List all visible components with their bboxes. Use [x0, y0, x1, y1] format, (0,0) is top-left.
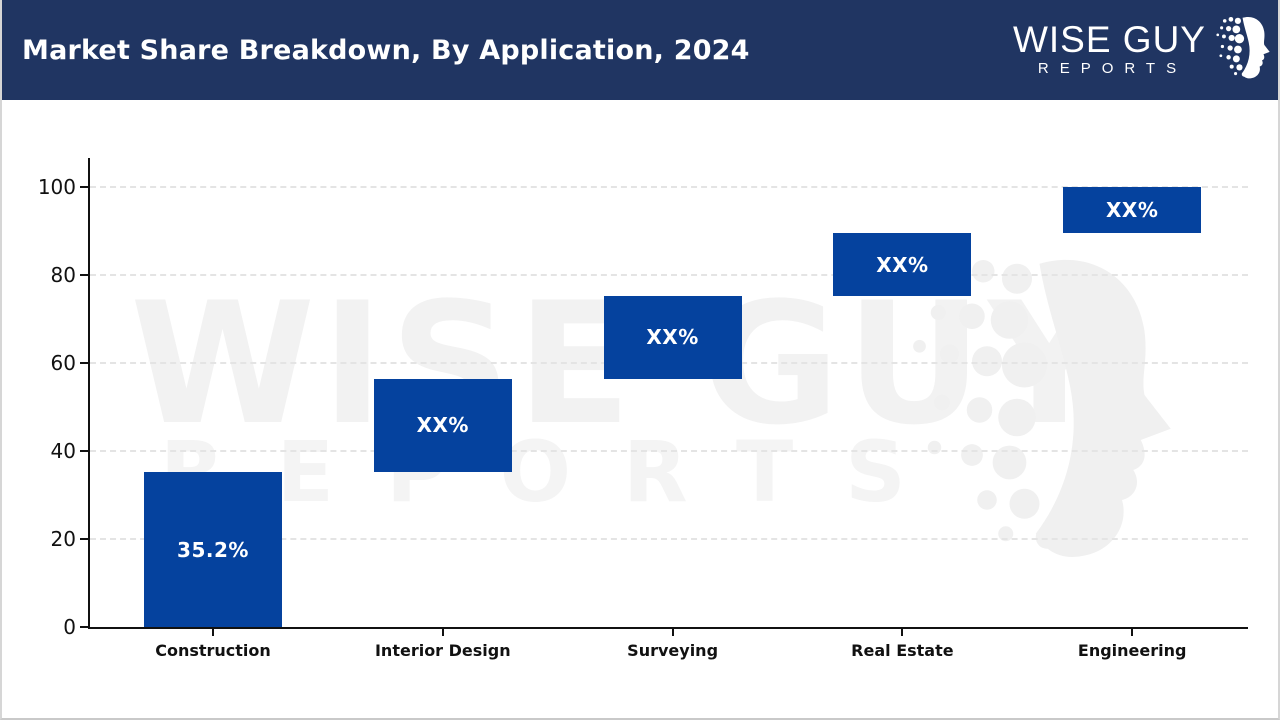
x-tick-surveying — [671, 629, 674, 636]
bar-interior-design: XX% — [373, 378, 512, 473]
logo-wordmark: WISE GUY — [1012, 18, 1206, 60]
y-tick-label-60: 60 — [50, 351, 76, 375]
x-tick-real-estate — [901, 629, 904, 636]
y-tick-label-0: 0 — [63, 615, 76, 639]
logo-head-profile-icon — [1216, 16, 1270, 79]
y-tick-60 — [80, 362, 90, 364]
page-title: Market Share Breakdown, By Application, … — [22, 34, 750, 66]
y-axis-line — [88, 158, 90, 629]
header-bar: Market Share Breakdown, By Application, … — [2, 0, 1278, 100]
bar-value-label-construction: 35.2% — [177, 537, 249, 562]
category-label-engineering: Engineering — [1077, 641, 1187, 660]
category-label-real-estate: Real Estate — [851, 641, 954, 660]
x-tick-engineering — [1131, 629, 1134, 636]
watermark-head-profile-icon — [913, 259, 1171, 557]
y-tick-label-100: 100 — [37, 175, 76, 199]
waterfall-chart: WISE GUY REPORTS 0 20 40 60 80 100 35.2% Constr… — [2, 100, 1278, 718]
x-tick-interior-design — [441, 629, 444, 636]
category-label-surveying: Surveying — [627, 641, 719, 660]
y-tick-label-80: 80 — [50, 263, 76, 287]
bar-real-estate: XX% — [833, 233, 972, 297]
gridline-40 — [90, 450, 1248, 452]
y-tick-label-40: 40 — [50, 439, 76, 463]
category-label-construction: Construction — [155, 641, 271, 660]
watermark-subtitle: REPORTS — [160, 423, 958, 521]
y-tick-80 — [80, 274, 90, 276]
x-axis-line — [88, 627, 1248, 629]
logo-text: WISE GUY REPORTS — [1013, 21, 1206, 76]
y-tick-0 — [80, 626, 90, 628]
gridline-80 — [90, 274, 1248, 276]
y-tick-label-20: 20 — [50, 527, 76, 551]
y-tick-40 — [80, 450, 90, 452]
y-tick-100 — [80, 186, 90, 188]
bar-engineering: XX% — [1063, 187, 1202, 234]
wise-guy-reports-logo: WISE GUY REPORTS — [1013, 6, 1272, 90]
x-tick-construction — [212, 629, 214, 636]
gridline-20 — [90, 538, 1248, 540]
bar-surveying: XX% — [603, 296, 742, 379]
gridline-100 — [90, 186, 1248, 188]
bar-value-label-surveying: XX% — [646, 325, 699, 350]
category-label-interior-design: Interior Design — [374, 641, 511, 660]
y-tick-20 — [80, 538, 90, 540]
bar-value-label-interior-design: XX% — [416, 413, 469, 438]
logo-subtitle: REPORTS — [1037, 59, 1188, 77]
bar-value-label-real-estate: XX% — [876, 252, 929, 277]
bar-construction: 35.2% — [144, 472, 282, 627]
bar-value-label-engineering: XX% — [1105, 198, 1159, 223]
